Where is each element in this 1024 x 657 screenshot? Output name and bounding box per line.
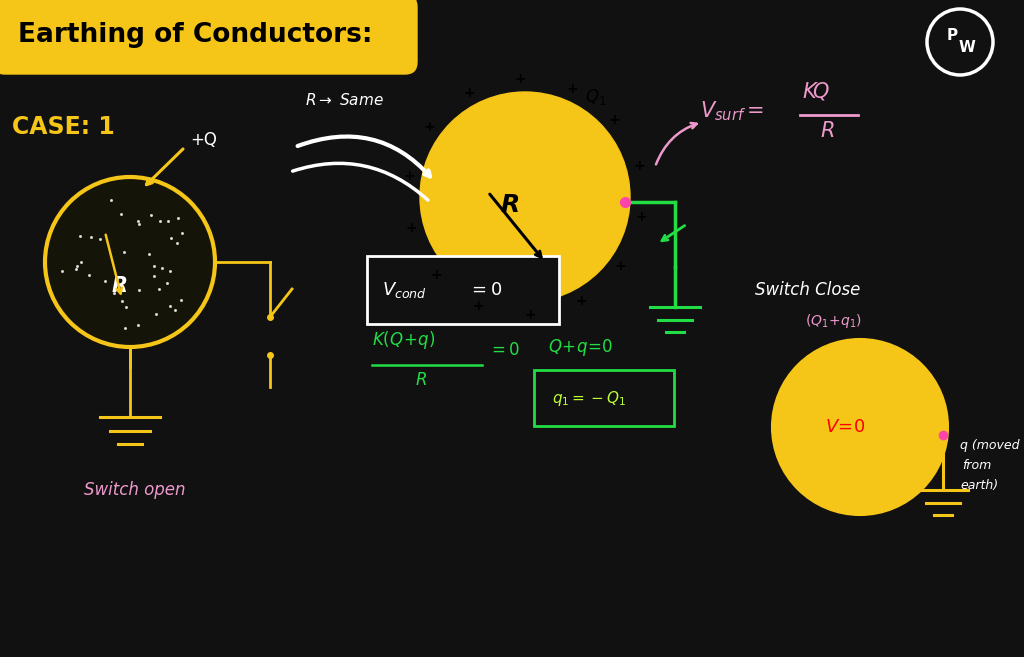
Text: +Q: +Q — [190, 131, 217, 149]
Text: Switch Close: Switch Close — [755, 281, 860, 299]
FancyBboxPatch shape — [0, 0, 417, 74]
Text: +: + — [524, 308, 537, 322]
Text: $(Q_1\!+\!q_1)$: $(Q_1\!+\!q_1)$ — [805, 312, 862, 330]
Text: from: from — [962, 459, 991, 472]
Text: +: + — [464, 86, 475, 100]
Text: $R$: $R$ — [415, 371, 427, 389]
Text: q (moved: q (moved — [961, 439, 1020, 452]
Text: $= 0$: $= 0$ — [488, 341, 520, 359]
FancyBboxPatch shape — [367, 256, 559, 324]
Circle shape — [420, 92, 630, 302]
Text: $R$: $R$ — [820, 121, 835, 141]
Text: +: + — [403, 169, 415, 183]
Text: Earthing of Conductors:: Earthing of Conductors: — [18, 22, 373, 48]
Text: earth): earth) — [961, 479, 998, 492]
Circle shape — [45, 177, 215, 347]
Text: Switch open: Switch open — [84, 481, 185, 499]
Text: $R \rightarrow$ Same: $R \rightarrow$ Same — [305, 92, 384, 108]
Text: +: + — [473, 298, 484, 313]
Text: $V_{surf}=$: $V_{surf}=$ — [700, 99, 764, 123]
Text: W: W — [958, 41, 976, 55]
Text: $Q_1$: $Q_1$ — [585, 87, 606, 107]
Text: +: + — [424, 120, 435, 135]
Text: $q_1 = -Q_1$: $q_1 = -Q_1$ — [552, 388, 626, 407]
Text: $Q\!+\!q\!=\!0$: $Q\!+\!q\!=\!0$ — [548, 337, 613, 358]
Text: $V_{cond}$: $V_{cond}$ — [382, 280, 427, 300]
Text: CASE: 1: CASE: 1 — [12, 115, 115, 139]
Text: $K(Q\!+\!q)$: $K(Q\!+\!q)$ — [372, 329, 435, 351]
FancyBboxPatch shape — [534, 370, 674, 426]
Text: +: + — [566, 81, 578, 96]
Text: R: R — [112, 276, 128, 296]
Circle shape — [772, 339, 948, 515]
Text: +: + — [636, 210, 647, 225]
Text: $= 0$: $= 0$ — [468, 281, 502, 299]
Text: +: + — [633, 160, 645, 173]
Text: P: P — [946, 28, 957, 43]
Text: +: + — [514, 72, 526, 86]
Text: $K\!Q$: $K\!Q$ — [802, 79, 829, 101]
Text: +: + — [430, 267, 442, 282]
Text: $V\!=\!0$: $V\!=\!0$ — [825, 418, 865, 436]
Text: +: + — [608, 113, 621, 127]
Text: +: + — [615, 259, 627, 273]
Text: +: + — [575, 294, 587, 307]
Text: +: + — [406, 221, 417, 235]
Text: R: R — [500, 193, 519, 217]
